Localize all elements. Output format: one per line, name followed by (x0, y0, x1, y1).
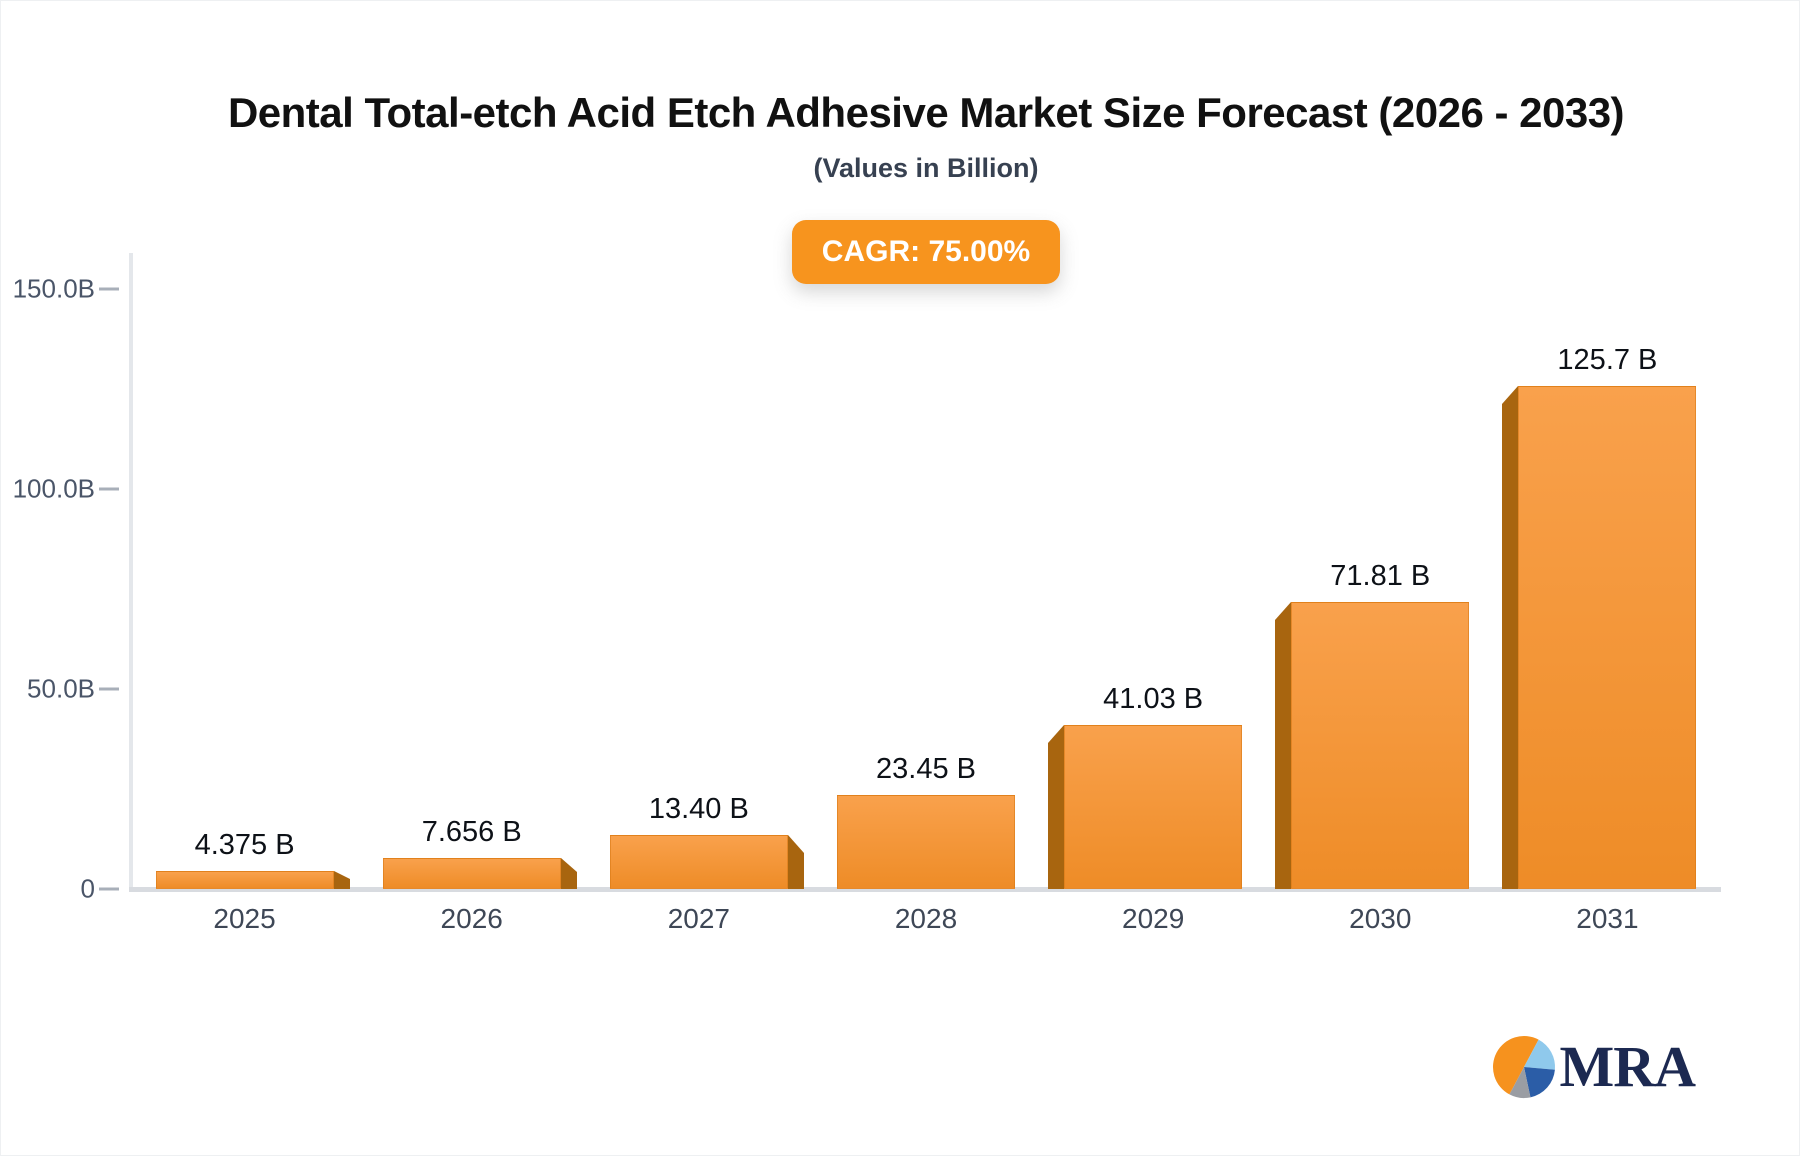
y-tick-mark (99, 287, 119, 291)
bar-value-label-2029: 41.03 B (1103, 683, 1204, 715)
x-category-label-2027: 2027 (667, 903, 730, 934)
chart-subtitle: (Values in Billion) (813, 153, 1039, 183)
logo-pie-slice-gray (1509, 1066, 1531, 1098)
y-tick-mark (99, 887, 119, 891)
logo-pie-slice-light-blue (1524, 1039, 1556, 1070)
bar-side-bevel-2030 (1275, 602, 1291, 889)
bar-2027[interactable] (610, 835, 788, 889)
bar-value-label-2026: 7.656 B (421, 816, 522, 848)
bar-2028[interactable] (837, 795, 1015, 889)
chart-header: Dental Total-etch Acid Etch Adhesive Mar… (131, 1, 1721, 284)
logo-pie-slice-orange (1493, 1035, 1540, 1094)
chart-title: Dental Total-etch Acid Etch Adhesive Mar… (227, 89, 1625, 136)
x-category-label-2030: 2030 (1349, 903, 1412, 934)
bar-side-bevel-2026 (561, 858, 577, 889)
bar-side-bevel-2025 (334, 871, 350, 889)
bar-value-label-2027: 13.40 B (648, 793, 749, 825)
bar-2029[interactable] (1064, 725, 1242, 889)
bar-2030[interactable] (1291, 602, 1469, 889)
x-category-label-2026: 2026 (440, 903, 503, 934)
x-category-label-2028: 2028 (894, 903, 958, 934)
x-category-label-2031: 2031 (1576, 903, 1639, 934)
logo-text: MRA (1559, 1034, 1696, 1099)
bar-side-bevel-2029 (1048, 725, 1064, 889)
x-category-label-2029: 2029 (1121, 903, 1185, 934)
y-tick-mark (99, 687, 119, 691)
bar-value-label-2028: 23.45 B (876, 753, 976, 785)
y-tick-mark (99, 487, 119, 491)
bar-2025[interactable] (156, 871, 334, 889)
y-tick-label-150.0B: 150.0B (12, 273, 95, 304)
cagr-badge: CAGR: 75.00% (791, 220, 1061, 284)
pie-chart-logo-icon (1493, 1035, 1556, 1098)
bar-value-label-2025: 4.375 B (194, 829, 295, 861)
bar-value-label-2031: 125.7 B (1557, 344, 1658, 376)
x-axis-baseline (129, 887, 1721, 892)
bar-2026[interactable] (383, 858, 561, 889)
logo-pie-slice-dark-blue (1524, 1066, 1556, 1097)
y-tick-label-100.0B: 100.0B (12, 473, 95, 504)
bar-value-label-2030: 71.81 B (1330, 560, 1431, 592)
x-category-label-2025: 2025 (213, 903, 276, 934)
bar-2031[interactable] (1518, 386, 1696, 889)
y-axis-line (129, 253, 133, 892)
bar-side-bevel-2027 (788, 835, 804, 889)
bar-side-bevel-2031 (1502, 386, 1518, 889)
y-tick-label-0: 0 (80, 873, 95, 904)
mra-logo: MRA (1491, 1033, 1696, 1100)
y-tick-label-50.0B: 50.0B (27, 673, 95, 704)
